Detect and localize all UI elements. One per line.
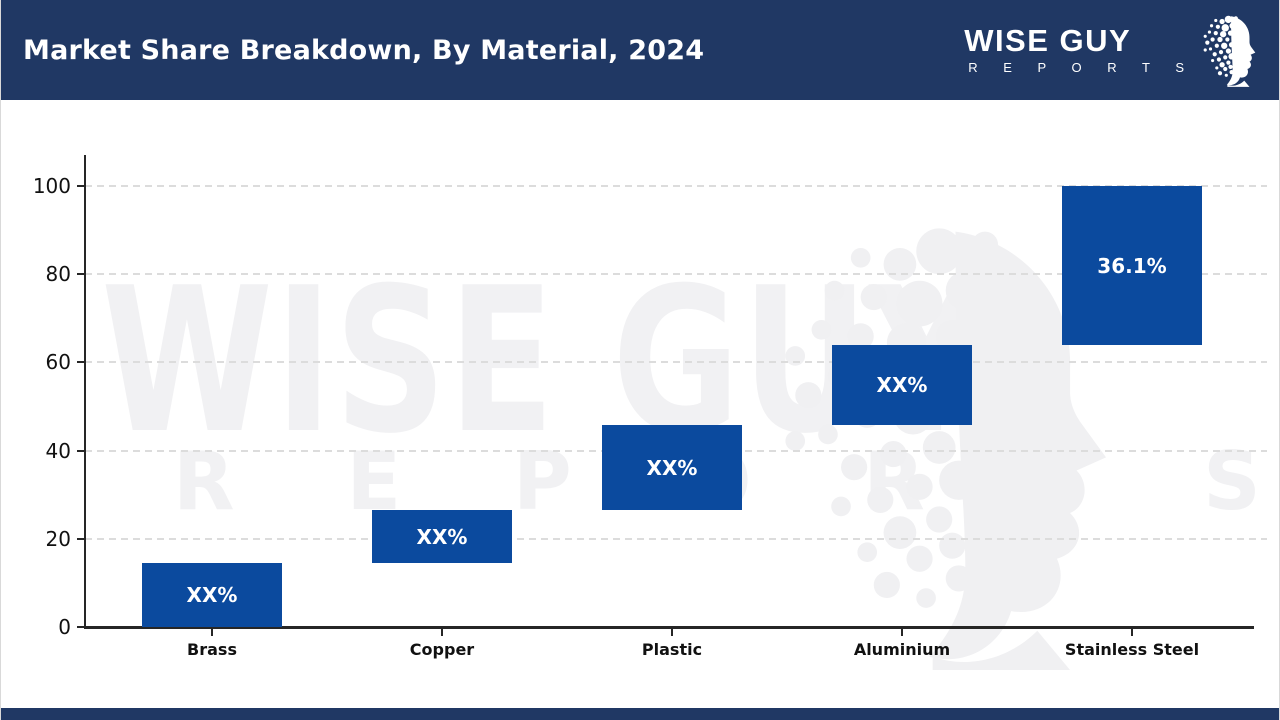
gridline-60: [85, 361, 1267, 364]
gridline-80: [85, 273, 1267, 276]
page-title: Market Share Breakdown, By Material, 202…: [23, 34, 705, 66]
x-tick-4: [1131, 629, 1133, 636]
y-tick-20: [77, 537, 85, 540]
logo-brand-line1: WISE GUY: [964, 22, 1132, 58]
gridline-40: [85, 449, 1267, 452]
x-tick-2: [671, 629, 673, 636]
dotted-head-logo-icon: [1203, 15, 1256, 87]
x-tick-1: [441, 629, 443, 636]
bar-brass: XX%: [142, 563, 282, 627]
x-tick-label-0: Brass: [187, 640, 237, 659]
footer-bar: [1, 708, 1279, 720]
bar-value-label: XX%: [876, 373, 928, 398]
x-tick-label-1: Copper: [409, 640, 475, 659]
bar-aluminium: XX%: [832, 345, 972, 425]
x-tick-label-4: Stainless Steel: [1064, 640, 1200, 659]
x-tick-label-2: Plastic: [641, 640, 703, 659]
x-tick-label-3: Aluminium: [853, 640, 951, 659]
bar-copper: XX%: [372, 510, 512, 564]
watermark-text-wise-guy: WISE GUY: [101, 245, 985, 478]
y-tick-60: [77, 361, 85, 364]
y-tick-0: [77, 626, 85, 628]
y-tick-label-40: 40: [45, 438, 71, 463]
x-tick-0: [211, 629, 213, 636]
y-tick-label-80: 80: [45, 262, 71, 287]
bar-value-label: XX%: [186, 583, 238, 608]
bar-value-label: XX%: [646, 455, 698, 480]
dotted-head-watermark-icon: [785, 228, 1107, 670]
x-tick-3: [901, 629, 903, 636]
wiseguy-logo-text: WISE GUY R E P O R T S: [964, 22, 1195, 76]
y-tick-label-60: 60: [45, 350, 71, 375]
bar-stainless-steel: 36.1%: [1062, 186, 1202, 346]
header-bar: Market Share Breakdown, By Material, 202…: [1, 0, 1279, 100]
bar-plastic: XX%: [602, 425, 742, 511]
y-tick-80: [77, 273, 85, 276]
y-tick-label-20: 20: [45, 526, 71, 551]
gridline-100: [85, 185, 1267, 187]
bar-value-label: 36.1%: [1097, 253, 1167, 278]
y-axis-spine: [84, 155, 86, 629]
y-tick-100: [77, 185, 85, 187]
bar-value-label: XX%: [416, 524, 468, 549]
y-tick-label-100: 100: [32, 174, 71, 198]
x-axis-spine: [84, 626, 1254, 629]
y-tick-40: [77, 449, 85, 452]
logo-brand-line2: R E P O R T S: [968, 60, 1195, 76]
wiseguy-logo: WISE GUY R E P O R T S: [964, 13, 1259, 87]
gridline-20: [85, 537, 1267, 540]
y-tick-label-0: 0: [58, 615, 71, 639]
watermark-text-reports: R E P O R T S: [173, 435, 1280, 528]
